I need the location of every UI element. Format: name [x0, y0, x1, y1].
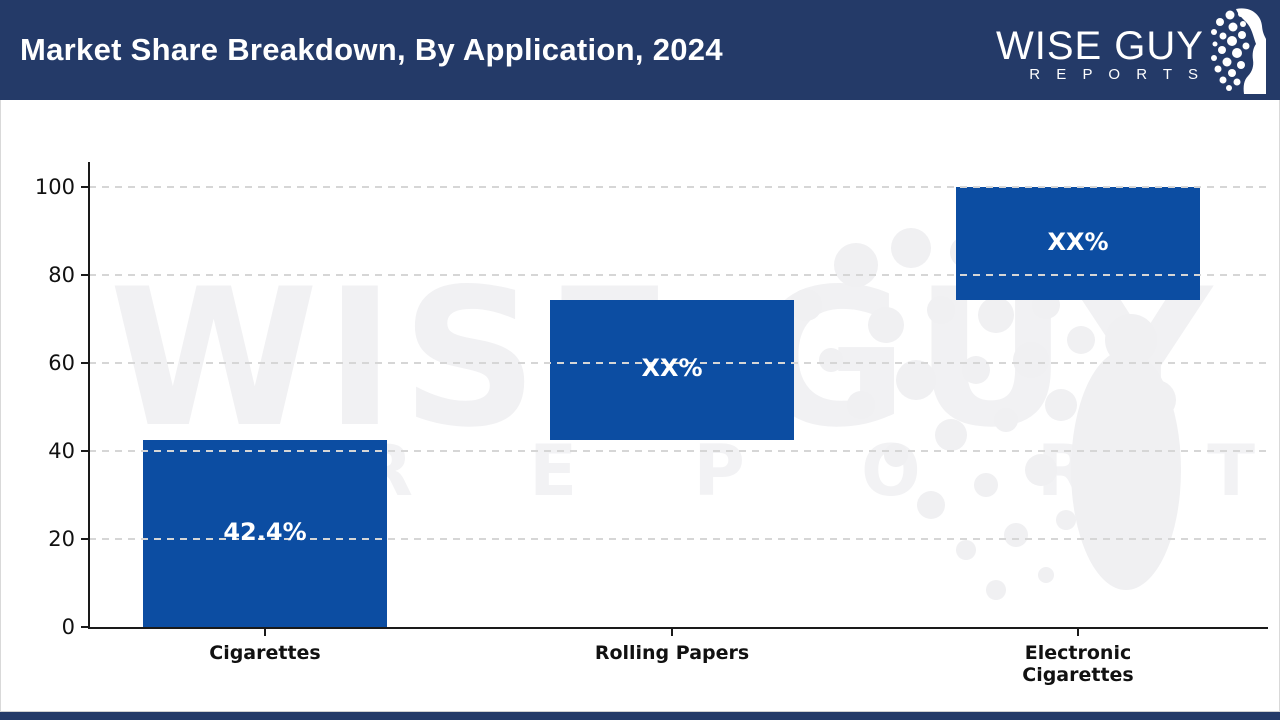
gridline — [89, 274, 1267, 276]
chart-title: Market Share Breakdown, By Application, … — [20, 32, 723, 67]
bar-segment — [956, 187, 1200, 301]
header-bar: Market Share Breakdown, By Application, … — [0, 0, 1280, 100]
x-category-label: Rolling Papers — [594, 642, 750, 664]
y-tick-mark — [81, 538, 88, 540]
x-axis-line — [88, 627, 1268, 629]
gridline — [89, 186, 1267, 188]
x-category-label: Cigarettes — [209, 642, 321, 664]
y-tick-mark — [81, 450, 88, 452]
x-category-label: Electronic Cigarettes — [1022, 642, 1134, 686]
bar-value-label: XX% — [641, 354, 703, 383]
y-tick-mark — [81, 186, 88, 188]
y-tick-mark — [81, 274, 88, 276]
logo-subtext: R E P O R T S — [1029, 66, 1204, 83]
gridline — [89, 362, 1267, 364]
y-tick-label: 100 — [34, 175, 75, 199]
y-axis-line — [88, 162, 90, 629]
y-tick-label: 20 — [48, 527, 75, 551]
x-tick-mark — [671, 629, 673, 636]
wise-guy-reports-logo: WISE GUY R E P O R T S — [996, 0, 1270, 100]
bar-segment — [550, 300, 794, 441]
y-tick-mark — [81, 626, 88, 628]
footer-bar — [0, 712, 1280, 720]
gridline — [89, 538, 1267, 540]
dotted-face-icon — [1211, 8, 1266, 94]
logo-wordmark: WISE GUY — [995, 24, 1204, 68]
bar-segment — [143, 440, 387, 627]
y-tick-label: 40 — [48, 439, 75, 463]
y-tick-label: 80 — [48, 263, 75, 287]
y-tick-label: 60 — [48, 351, 75, 375]
gridline — [89, 450, 1267, 452]
y-tick-label: 0 — [61, 615, 75, 639]
x-tick-mark — [1077, 629, 1079, 636]
x-tick-mark — [264, 629, 266, 636]
y-tick-mark — [81, 362, 88, 364]
bar-value-label: XX% — [1047, 227, 1109, 256]
bar-value-label: 42.4% — [223, 517, 307, 546]
plot-region: WISE GUY R E P O R T S 02040608010042.4%… — [0, 100, 1280, 712]
